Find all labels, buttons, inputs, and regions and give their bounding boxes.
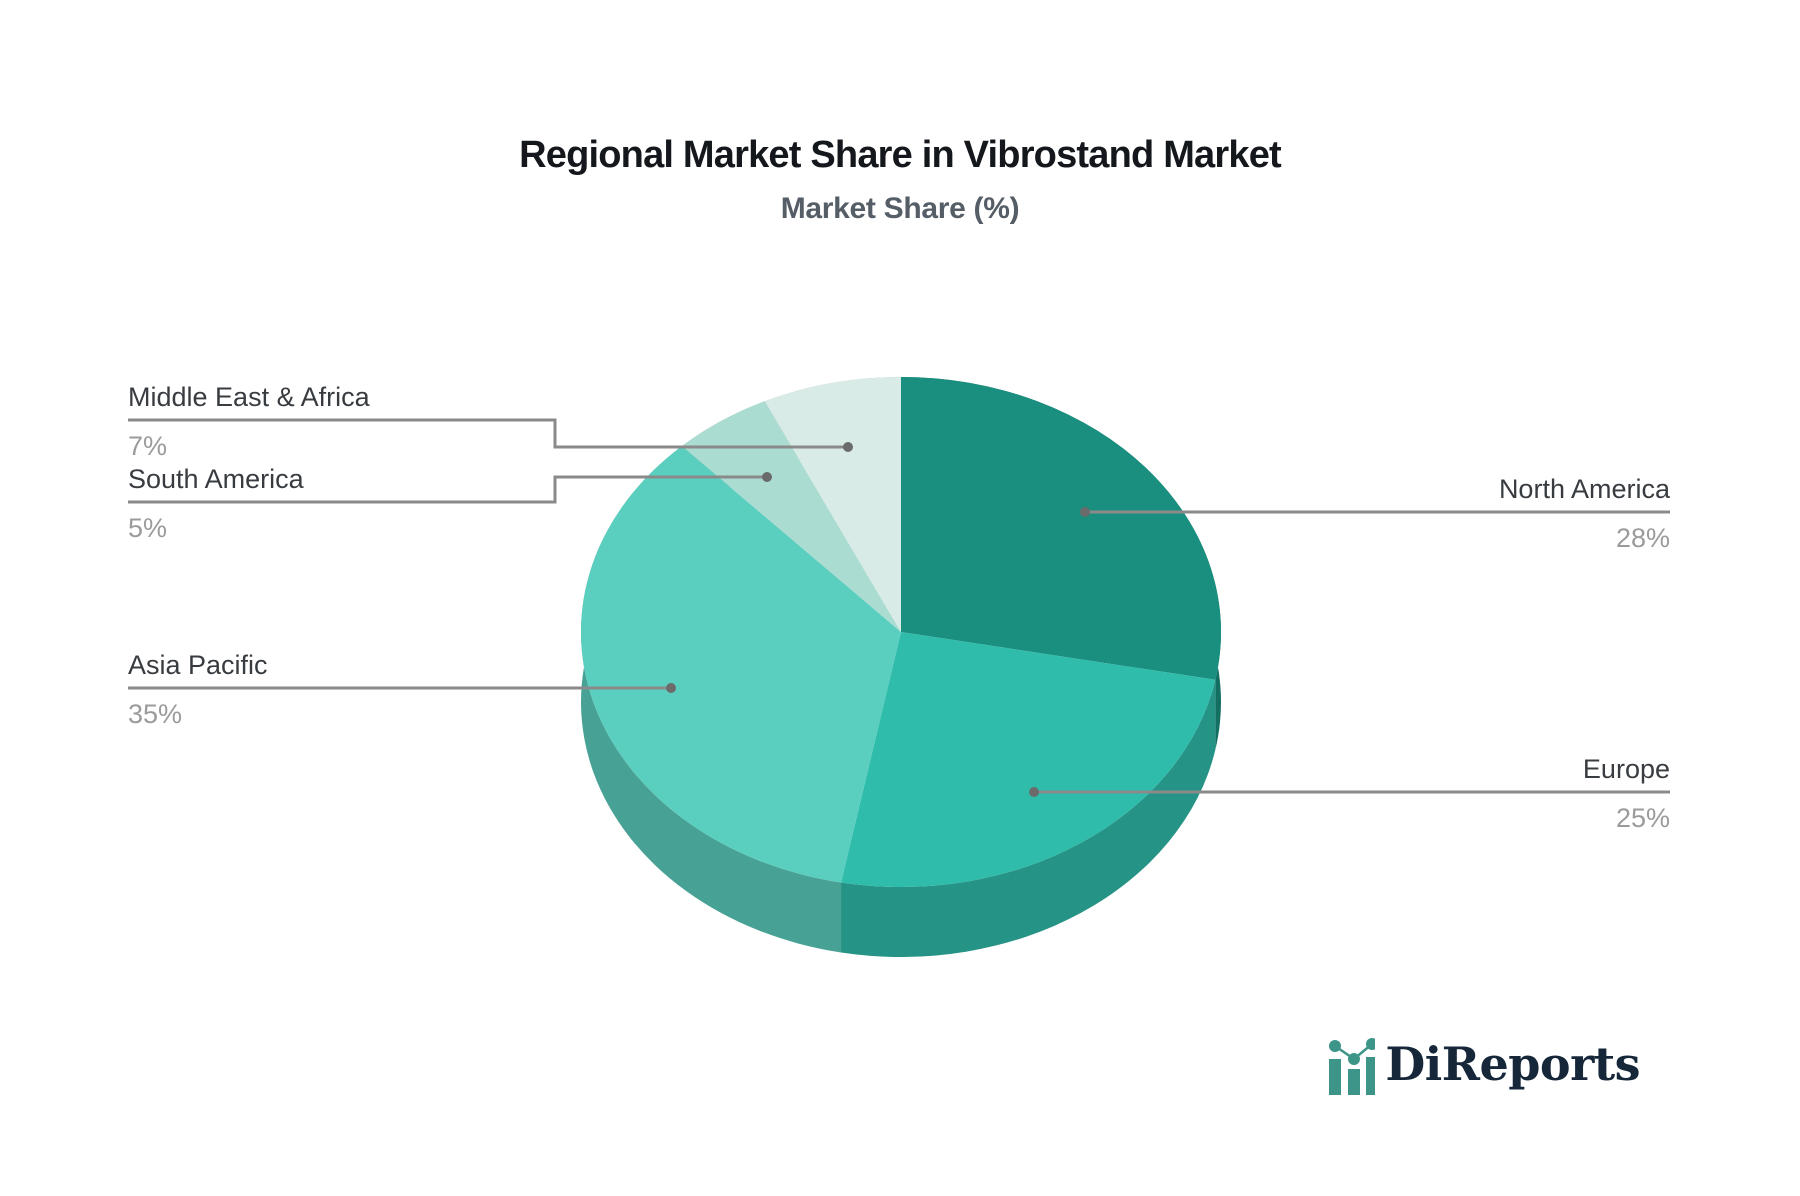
leader-line-middle-east-africa [128, 418, 848, 449]
slice-value-europe: 25% [1615, 803, 1670, 833]
leader-dot-south-america [762, 472, 772, 482]
pie-slice-asia-pacific[interactable] [581, 446, 901, 883]
slice-label-north-america: North America [1498, 474, 1670, 504]
pie-slice-south-america[interactable] [681, 401, 901, 632]
slice-label-middle-east-africa: Middle East & Africa [128, 382, 370, 412]
slice-value-asia-pacific: 35% [128, 699, 183, 729]
direports-logo-icon [1329, 1038, 1376, 1095]
pie-slice-north-america[interactable] [901, 377, 1221, 680]
leader-line-south-america [128, 475, 767, 504]
pie-slice-europe[interactable] [841, 632, 1216, 888]
chart-title: Regional Market Share in Vibrostand Mark… [519, 134, 1282, 176]
slice-value-south-america: 5% [128, 513, 168, 543]
pie-slice-side-asia-pacific [580, 446, 842, 953]
leader-dot-north-america [1080, 507, 1090, 517]
leader-dot-middle-east-africa [843, 442, 853, 452]
pie-slice-side-europe [841, 679, 1216, 958]
slice-value-middle-east-africa: 7% [128, 431, 168, 461]
direports-logo: DiReports [1329, 1028, 1640, 1100]
direports-logo-text: DiReports [1385, 1037, 1640, 1091]
chart-subtitle: Market Share (%) [780, 192, 1020, 225]
slice-label-asia-pacific: Asia Pacific [128, 650, 268, 680]
slice-label-europe: Europe [1582, 754, 1670, 784]
slice-value-north-america: 28% [1615, 523, 1670, 553]
leader-dot-asia-pacific [666, 683, 676, 693]
pie-slice-middle-east-africa[interactable] [764, 377, 901, 632]
leader-dot-europe [1029, 787, 1039, 797]
slice-label-south-america: South America [128, 464, 304, 494]
